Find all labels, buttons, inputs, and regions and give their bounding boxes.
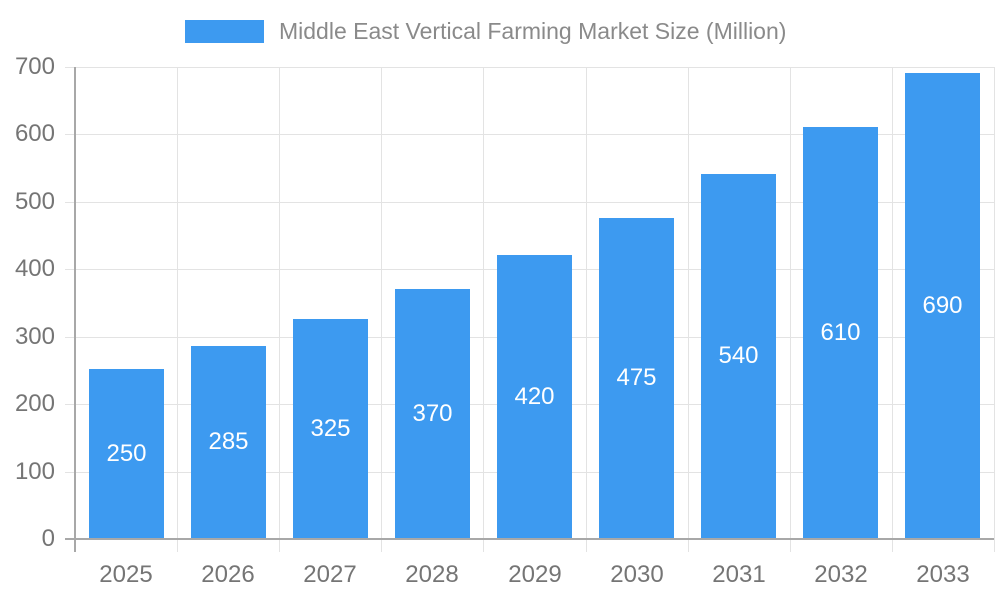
- bar-2030[interactable]: 475: [599, 218, 674, 538]
- bar-value-label: 420: [514, 382, 555, 410]
- x-axis-tick-label: 2029: [508, 561, 562, 588]
- y-axis-tick-label: 600: [14, 120, 55, 147]
- bar-2025[interactable]: 250: [89, 369, 164, 538]
- x-axis-tick-label: 2028: [405, 561, 459, 588]
- x-gridline: [994, 67, 995, 552]
- x-gridline: [177, 67, 178, 552]
- bar-2028[interactable]: 370: [395, 289, 470, 538]
- x-axis-line: [65, 538, 994, 540]
- y-axis-tick-label: 200: [14, 390, 55, 417]
- x-gridline: [790, 67, 791, 552]
- y-axis-tick-label: 300: [14, 323, 55, 350]
- x-gridline: [279, 67, 280, 552]
- x-axis-tick-label: 2025: [99, 561, 153, 588]
- x-axis-tick-label: 2031: [712, 561, 766, 588]
- y-gridline: [65, 134, 994, 135]
- x-gridline: [688, 67, 689, 552]
- x-axis-tick-label: 2026: [201, 561, 255, 588]
- x-gridline: [381, 67, 382, 552]
- bar-value-label: 370: [412, 399, 453, 427]
- bar-value-label: 325: [310, 414, 351, 442]
- legend-swatch: [185, 20, 264, 43]
- bar-value-label: 475: [616, 364, 657, 391]
- y-axis-tick-label: 700: [14, 53, 55, 80]
- bar-value-label: 250: [106, 439, 147, 467]
- bar-value-label: 540: [718, 342, 759, 369]
- bar-2026[interactable]: 285: [191, 346, 266, 538]
- bar-2033[interactable]: 690: [905, 73, 980, 538]
- x-axis-tick-label: 2027: [303, 561, 357, 588]
- bar-2031[interactable]: 540: [701, 174, 776, 538]
- legend-series-label: Middle East Vertical Farming Market Size…: [279, 18, 787, 44]
- x-gridline: [483, 67, 484, 552]
- y-axis-line: [74, 67, 76, 552]
- y-axis-tick-label: 400: [14, 255, 55, 282]
- bar-value-label: 690: [922, 291, 963, 319]
- legend-item[interactable]: Middle East Vertical Farming Market Size…: [185, 18, 786, 45]
- x-axis-tick-label: 2030: [610, 561, 664, 588]
- y-gridline: [65, 67, 994, 68]
- bar-2027[interactable]: 325: [293, 319, 368, 538]
- y-gridline: [65, 202, 994, 203]
- x-gridline: [586, 67, 587, 552]
- x-axis-tick-label: 2032: [814, 561, 868, 588]
- bar-value-label: 610: [820, 318, 861, 346]
- bar-2029[interactable]: 420: [497, 255, 572, 538]
- y-axis-tick-label: 100: [14, 458, 55, 485]
- y-axis-tick-label: 0: [41, 525, 55, 552]
- x-gridline: [892, 67, 893, 552]
- y-axis-tick-label: 500: [14, 188, 55, 215]
- bar-value-label: 285: [208, 428, 249, 455]
- bar-2032[interactable]: 610: [803, 127, 878, 538]
- x-axis-tick-label: 2033: [916, 561, 970, 588]
